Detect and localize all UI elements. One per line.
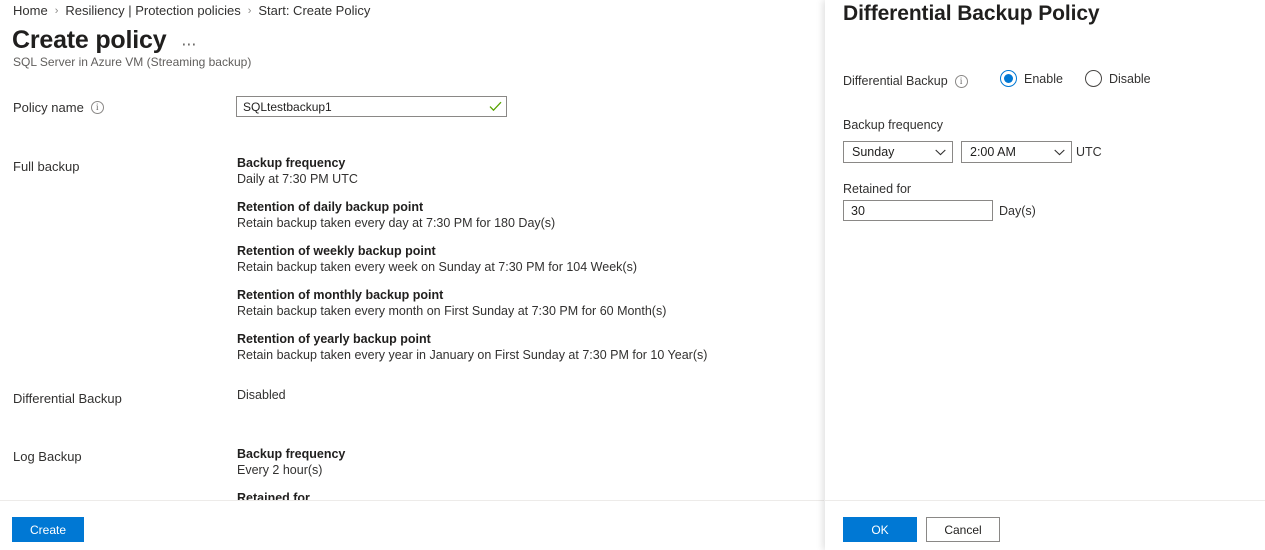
info-icon[interactable] (954, 74, 968, 88)
backup-day-select[interactable]: Sunday (843, 141, 953, 163)
panel-differential-backup-label: Differential Backup (843, 74, 968, 88)
retained-for-input-wrapper[interactable] (843, 200, 993, 221)
log-backup-entry-head: Retained for (237, 491, 310, 500)
backup-day-select-value: Sunday (852, 145, 895, 159)
differential-backup-radio-group: Enable Disable (1000, 70, 1151, 87)
policy-name-field-label-row: Policy name (13, 100, 104, 115)
panel-footer: OK Cancel (825, 500, 1265, 550)
create-policy-footer: Create (0, 500, 824, 550)
retained-for-label: Retained for (843, 182, 912, 196)
retained-for-input[interactable] (844, 201, 992, 220)
policy-name-label-text: Policy name (13, 100, 84, 115)
full-backup-entry-value: Retain backup taken every month on First… (237, 304, 667, 318)
full-backup-entry-value: Retain backup taken every week on Sunday… (237, 260, 637, 274)
ok-button[interactable]: OK (843, 517, 917, 542)
full-backup-entry-head: Backup frequency (237, 156, 346, 170)
log-backup-entry-value: Every 2 hour(s) (237, 463, 323, 477)
breadcrumb-separator-icon: › (54, 4, 59, 17)
full-backup-label: Full backup (13, 159, 80, 174)
radio-label-enable: Enable (1024, 71, 1063, 86)
breadcrumb-separator-icon: › (247, 4, 252, 17)
radio-label-disable: Disable (1108, 71, 1151, 86)
page-subtitle: SQL Server in Azure VM (Streaming backup… (13, 55, 252, 69)
breadcrumb-item-start-create-policy[interactable]: Start: Create Policy (258, 3, 371, 18)
full-backup-entry-head: Retention of monthly backup point (237, 288, 444, 302)
info-icon[interactable] (90, 101, 104, 114)
policy-name-label: Policy name (13, 100, 104, 115)
panel-title: Differential Backup Policy (843, 2, 1100, 25)
breadcrumb-item-home[interactable]: Home (13, 3, 48, 18)
log-backup-details: Backup frequency Every 2 hour(s) Retaine… (237, 446, 345, 500)
breadcrumb-item-resiliency-protection-policies[interactable]: Resiliency | Protection policies (65, 3, 241, 18)
log-backup-label: Log Backup (13, 449, 82, 464)
checkmark-icon (484, 101, 506, 112)
chevron-down-icon (1047, 149, 1071, 156)
full-backup-details: Backup frequency Daily at 7:30 PM UTC Re… (237, 155, 707, 363)
radio-option-enable[interactable]: Enable (1000, 70, 1063, 87)
panel-differential-backup-label-text: Differential Backup (843, 74, 948, 88)
create-policy-scroll-area[interactable]: Home › Resiliency | Protection policies … (0, 0, 824, 500)
radio-mark-disable (1084, 70, 1102, 87)
full-backup-entry-head: Retention of weekly backup point (237, 244, 436, 258)
differential-backup-label: Differential Backup (13, 391, 122, 406)
full-backup-entry-value: Daily at 7:30 PM UTC (237, 172, 358, 186)
create-button[interactable]: Create (12, 517, 84, 542)
more-options-icon[interactable]: ⋯ (181, 35, 198, 53)
differential-backup-details: Disabled (237, 387, 286, 403)
retained-for-unit-label: Day(s) (999, 204, 1036, 218)
cancel-button[interactable]: Cancel (926, 517, 1000, 542)
page-title: Create policy (12, 26, 167, 54)
backup-frequency-label: Backup frequency (843, 118, 944, 132)
backup-time-select-value: 2:00 AM (970, 145, 1016, 159)
differential-backup-policy-panel: Differential Backup Policy Differential … (825, 0, 1265, 550)
page-title-row: Create policy ⋯ (12, 26, 200, 55)
backup-time-select[interactable]: 2:00 AM (961, 141, 1072, 163)
log-backup-entry-head: Backup frequency (237, 447, 346, 461)
full-backup-entry-head: Retention of yearly backup point (237, 332, 431, 346)
full-backup-entry-head: Retention of daily backup point (237, 200, 424, 214)
policy-name-input[interactable] (237, 97, 484, 116)
full-backup-entry-value: Retain backup taken every day at 7:30 PM… (237, 216, 556, 230)
radio-option-disable[interactable]: Disable (1084, 70, 1151, 87)
chevron-down-icon (928, 149, 952, 156)
create-policy-pane: Home › Resiliency | Protection policies … (0, 0, 824, 550)
differential-backup-status: Disabled (237, 388, 286, 402)
breadcrumb: Home › Resiliency | Protection policies … (13, 3, 370, 18)
radio-mark-enable (1000, 70, 1017, 87)
policy-name-input-wrapper[interactable] (236, 96, 507, 117)
timezone-label: UTC (1076, 145, 1102, 159)
full-backup-entry-value: Retain backup taken every year in Januar… (237, 348, 708, 362)
